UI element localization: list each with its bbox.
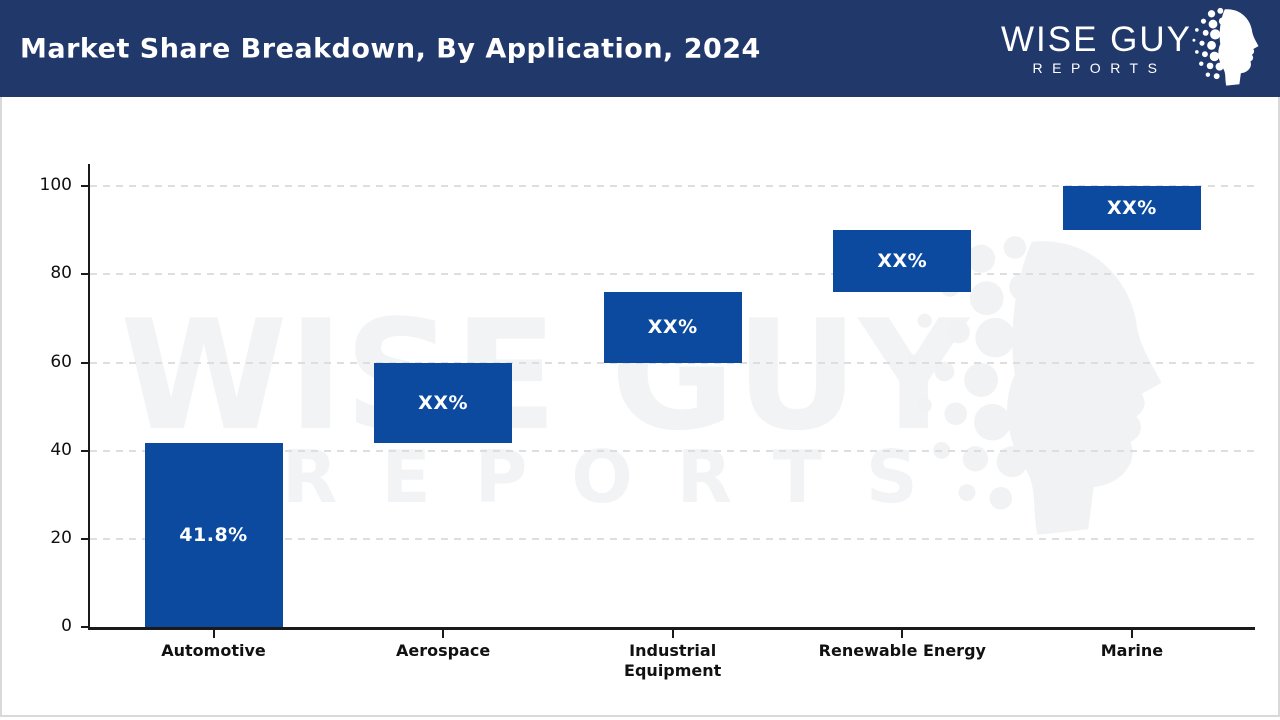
bar-value-label: XX% bbox=[418, 391, 469, 414]
bar-value-label: XX% bbox=[877, 250, 928, 273]
y-axis-tick-80 bbox=[81, 273, 88, 276]
category-label-1: Aerospace bbox=[395, 641, 491, 660]
watermark-wordmark: WISE GUY bbox=[120, 287, 969, 464]
bar-automotive: 41.8% bbox=[144, 442, 283, 627]
gridline-60 bbox=[90, 361, 1255, 364]
gridline-20 bbox=[90, 537, 1255, 540]
category-label-0: Automotive bbox=[161, 641, 266, 660]
bar-marine: XX% bbox=[1062, 186, 1201, 231]
y-axis-tick-100 bbox=[81, 185, 88, 188]
y-axis-tick-20 bbox=[81, 537, 88, 540]
x-axis-tick-4 bbox=[1130, 630, 1133, 638]
y-axis-label-0: 0 bbox=[61, 616, 72, 636]
bar-value-label: XX% bbox=[647, 316, 698, 339]
bar-value-label: 41.8% bbox=[179, 523, 248, 546]
logo-subtitle: REPORTS bbox=[1032, 60, 1167, 76]
x-axis-tick-0 bbox=[212, 630, 215, 638]
bar-aerospace: XX% bbox=[374, 362, 513, 443]
y-axis-label-40: 40 bbox=[50, 439, 72, 460]
y-axis-label-80: 80 bbox=[50, 263, 72, 284]
y-axis-tick-60 bbox=[81, 361, 88, 364]
gridline-100 bbox=[90, 185, 1255, 188]
category-label-4: Marine bbox=[1100, 641, 1164, 660]
x-axis-tick-2 bbox=[671, 630, 674, 638]
watermark-subtitle: REPORTS bbox=[282, 435, 962, 519]
bar-renewable-energy: XX% bbox=[833, 230, 972, 292]
gridline-40 bbox=[90, 449, 1255, 452]
logo-wordmark: WISE GUY bbox=[1000, 20, 1192, 59]
y-axis-label-60: 60 bbox=[50, 351, 72, 372]
y-axis-tick-0 bbox=[81, 626, 88, 628]
page-title: Market Share Breakdown, By Application, … bbox=[20, 33, 761, 64]
y-axis-label-100: 100 bbox=[39, 175, 72, 196]
y-axis-tick-40 bbox=[81, 449, 88, 452]
header-bar: Market Share Breakdown, By Application, … bbox=[0, 0, 1280, 97]
wise-guy-logo: WISE GUY REPORTS bbox=[1001, 4, 1270, 94]
category-label-2: Industrial Equipment bbox=[624, 641, 722, 680]
chart-area: WISE GUY REPORTS 0 20 40 60 80 100 41.8% Automo… bbox=[0, 97, 1280, 717]
gridline-80 bbox=[90, 273, 1255, 276]
x-axis-tick-3 bbox=[901, 630, 904, 638]
x-axis-tick-1 bbox=[442, 630, 445, 638]
y-axis-label-20: 20 bbox=[50, 527, 72, 548]
category-label-3: Renewable Energy bbox=[818, 641, 986, 660]
logo-text: WISE GUY REPORTS bbox=[1000, 20, 1192, 77]
x-axis-line bbox=[88, 627, 1255, 630]
bar-industrial-equipment: XX% bbox=[603, 291, 742, 363]
y-axis-line bbox=[88, 164, 90, 629]
bar-value-label: XX% bbox=[1106, 197, 1157, 220]
